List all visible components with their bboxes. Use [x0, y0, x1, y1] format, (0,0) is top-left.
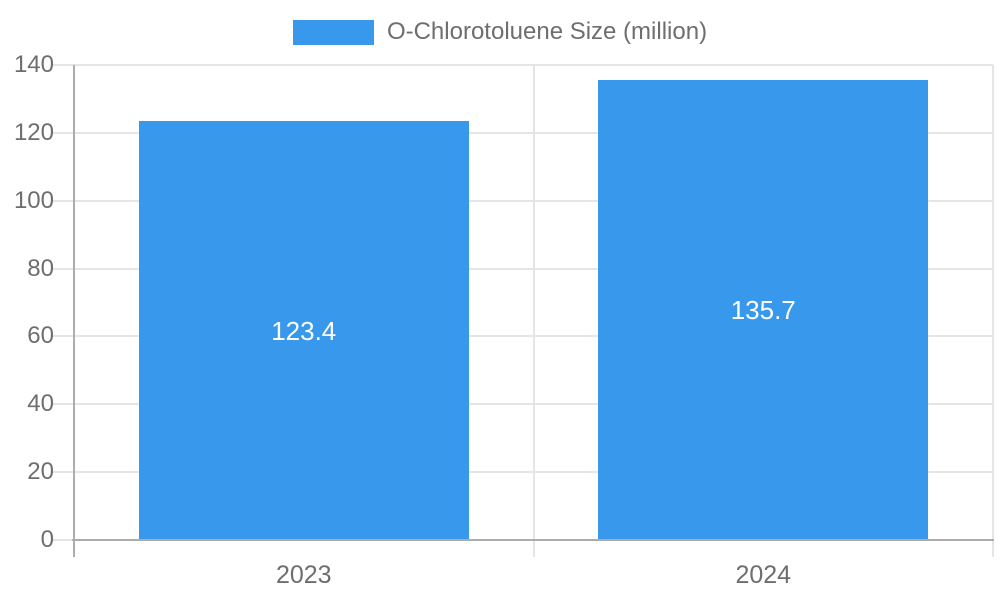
y-tick: [53, 539, 74, 541]
y-tick-label: 140: [13, 51, 54, 78]
bar-value-label: 123.4: [271, 315, 337, 346]
y-gridline: [53, 267, 993, 270]
bar[interactable]: [138, 121, 469, 540]
x-tick-label: 2024: [735, 561, 792, 589]
y-axis-line: [73, 65, 75, 557]
legend-item[interactable]: O-Chlorotoluene Size (million): [292, 18, 708, 46]
bar[interactable]: [598, 79, 929, 540]
legend-swatch: [292, 19, 374, 45]
y-gridline: [53, 131, 993, 134]
y-tick-label: 40: [27, 390, 54, 418]
x-tick-label: 2023: [275, 561, 332, 589]
legend-label: O-Chlorotoluene Size (million): [386, 18, 708, 45]
y-tick-label: 60: [27, 322, 54, 350]
x-gridline: [532, 65, 535, 557]
y-tick-label: 20: [27, 458, 54, 486]
y-gridline: [53, 199, 993, 202]
y-gridline: [53, 64, 993, 66]
bar-value-label: 135.7: [730, 294, 796, 325]
y-tick-label: 120: [13, 118, 54, 146]
y-gridline: [53, 335, 993, 338]
y-tick-label: 100: [13, 186, 54, 214]
legend: O-Chlorotoluene Size (million): [0, 18, 1000, 46]
x-axis-line: [72, 539, 994, 541]
y-gridline: [53, 471, 993, 474]
y-tick-label: 0: [40, 526, 54, 553]
y-tick-label: 80: [27, 254, 54, 282]
x-gridline: [992, 65, 994, 557]
y-gridline: [53, 403, 993, 406]
